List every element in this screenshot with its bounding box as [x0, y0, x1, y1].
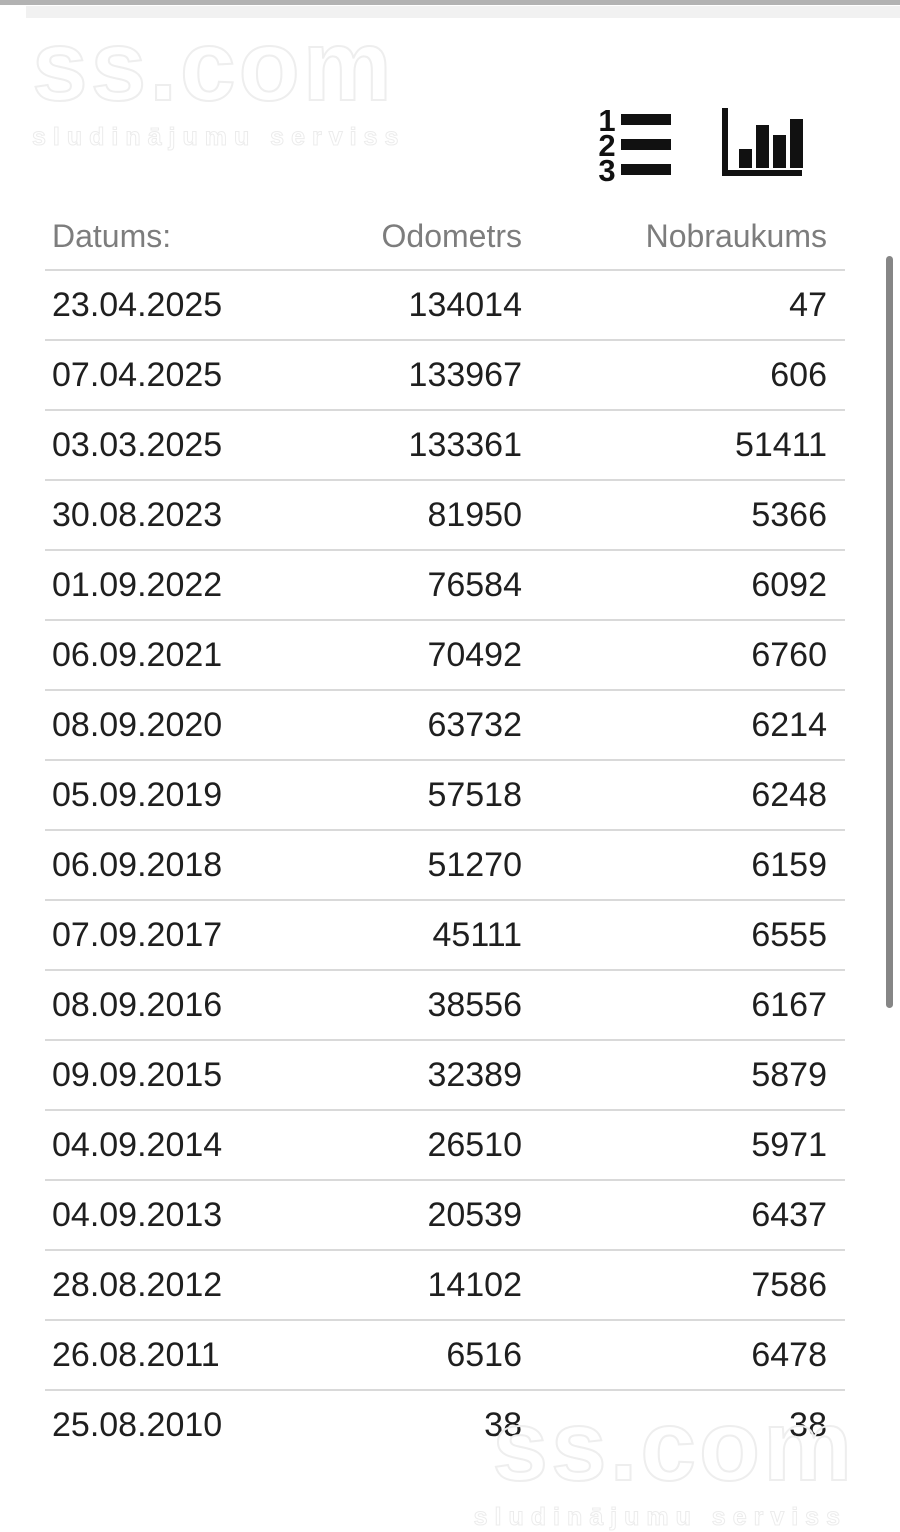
list-digit-3: 3	[598, 153, 615, 182]
list-digit-1: 1	[598, 106, 615, 138]
cell-mileage: 6214	[751, 705, 827, 744]
watermark-tagline: sludinājumu serviss	[473, 1503, 847, 1532]
cell-odometer: 57518	[427, 775, 522, 814]
cell-date: 01.09.2022	[52, 565, 223, 604]
list-bar-1	[621, 114, 671, 125]
header-date: Datums:	[52, 217, 172, 254]
cell-odometer: 76584	[427, 565, 522, 604]
chart-axis-x	[722, 170, 802, 176]
table-row: 04.09.2014 26510 5971	[45, 1111, 845, 1181]
cell-mileage: 5971	[751, 1125, 827, 1164]
cell-odometer: 20539	[427, 1195, 522, 1234]
cell-odometer: 134014	[408, 285, 522, 324]
cell-date: 08.09.2016	[52, 985, 223, 1024]
cell-mileage: 6555	[751, 915, 827, 954]
cell-date: 25.08.2010	[52, 1405, 223, 1444]
cell-odometer: 133967	[408, 355, 522, 394]
chart-bar-4	[790, 119, 803, 168]
cell-mileage: 6760	[751, 635, 827, 674]
cell-odometer: 32389	[427, 1055, 522, 1094]
cell-date: 07.09.2017	[52, 915, 223, 954]
cell-mileage: 6478	[751, 1335, 827, 1374]
list-bar-2	[621, 139, 671, 150]
table-row: 23.04.2025 134014 47	[45, 271, 845, 341]
table-row: 26.08.2011 6516 6478	[45, 1321, 845, 1391]
table-row: 06.09.2021 70492 6760	[45, 621, 845, 691]
cell-mileage: 5879	[751, 1055, 827, 1094]
cell-date: 05.09.2019	[52, 775, 223, 814]
ss-com-logo: ss.com	[31, 10, 395, 122]
cell-date: 09.09.2015	[52, 1055, 223, 1094]
table-row: 05.09.2019 57518 6248	[45, 761, 845, 831]
cell-mileage: 606	[770, 355, 827, 394]
cell-date: 06.09.2021	[52, 635, 223, 674]
chart-axis-y	[722, 108, 728, 176]
top-bar	[0, 0, 900, 5]
cell-mileage: 47	[789, 285, 827, 324]
scrollbar-thumb[interactable]	[886, 256, 893, 1008]
cell-date: 06.09.2018	[52, 845, 223, 884]
chart-bar-2	[756, 125, 769, 168]
watermark-tagline: sludinājumu serviss	[31, 123, 406, 152]
cell-date: 30.08.2023	[52, 495, 223, 534]
cell-date: 23.04.2025	[52, 285, 223, 324]
table-row: 07.09.2017 45111 6555	[45, 901, 845, 971]
table-row: 25.08.2010 38 38	[45, 1391, 845, 1459]
cell-odometer: 51270	[427, 845, 522, 884]
cell-mileage: 38	[789, 1405, 827, 1444]
table-row: 28.08.2012 14102 7586	[45, 1251, 845, 1321]
table-row: 03.03.2025 133361 51411	[45, 411, 845, 481]
cell-date: 03.03.2025	[52, 425, 223, 464]
cell-mileage: 6092	[751, 565, 827, 604]
chart-bar-1	[739, 149, 752, 168]
cell-mileage: 51411	[734, 425, 827, 464]
table-row: 09.09.2015 32389 5879	[45, 1041, 845, 1111]
cell-odometer: 26510	[427, 1125, 522, 1164]
table-row: 01.09.2022 76584 6092	[45, 551, 845, 621]
cell-odometer: 45111	[432, 915, 523, 954]
chart-bar-3	[773, 135, 786, 168]
cell-date: 08.09.2020	[52, 705, 223, 744]
cell-date: 07.04.2025	[52, 355, 223, 394]
cell-odometer: 38	[484, 1405, 522, 1444]
cell-mileage: 6159	[751, 845, 827, 884]
table-body: 23.04.2025 134014 47 07.04.2025 133967 6…	[45, 271, 845, 1459]
top-strip	[26, 6, 900, 18]
cell-mileage: 6248	[751, 775, 827, 814]
cell-odometer: 6516	[446, 1335, 522, 1374]
table-header-row: Datums: Odometrs Nobraukums	[45, 203, 845, 271]
cell-mileage: 7586	[751, 1265, 827, 1304]
cell-mileage: 5366	[751, 495, 827, 534]
cell-date: 04.09.2014	[52, 1125, 223, 1164]
cell-date: 28.08.2012	[52, 1265, 223, 1304]
table-row: 07.04.2025 133967 606	[45, 341, 845, 411]
cell-date: 26.08.2011	[52, 1335, 220, 1374]
cell-odometer: 63732	[427, 705, 522, 744]
bar-chart-icon[interactable]	[714, 106, 804, 182]
list-bar-3	[621, 164, 671, 175]
cell-odometer: 81950	[427, 495, 522, 534]
cell-odometer: 14102	[427, 1265, 522, 1304]
table-row: 06.09.2018 51270 6159	[45, 831, 845, 901]
table-row: 08.09.2020 63732 6214	[45, 691, 845, 761]
header-odometer: Odometrs	[381, 217, 522, 254]
list-digit-2: 2	[598, 128, 615, 163]
cell-mileage: 6167	[751, 985, 827, 1024]
odometer-history-table: Datums: Odometrs Nobraukums 23.04.2025 1…	[45, 203, 845, 1459]
watermark-top: ss.com sludinājumu serviss	[31, 10, 406, 152]
cell-odometer: 38556	[427, 985, 522, 1024]
cell-odometer: 133361	[408, 425, 522, 464]
table-row: 30.08.2023 81950 5366	[45, 481, 845, 551]
cell-mileage: 6437	[751, 1195, 827, 1234]
cell-odometer: 70492	[427, 635, 522, 674]
table-row: 04.09.2013 20539 6437	[45, 1181, 845, 1251]
header-mileage: Nobraukums	[645, 217, 827, 254]
numbered-list-icon[interactable]: 1 2 3	[593, 106, 673, 182]
table-row: 08.09.2016 38556 6167	[45, 971, 845, 1041]
cell-date: 04.09.2013	[52, 1195, 223, 1234]
